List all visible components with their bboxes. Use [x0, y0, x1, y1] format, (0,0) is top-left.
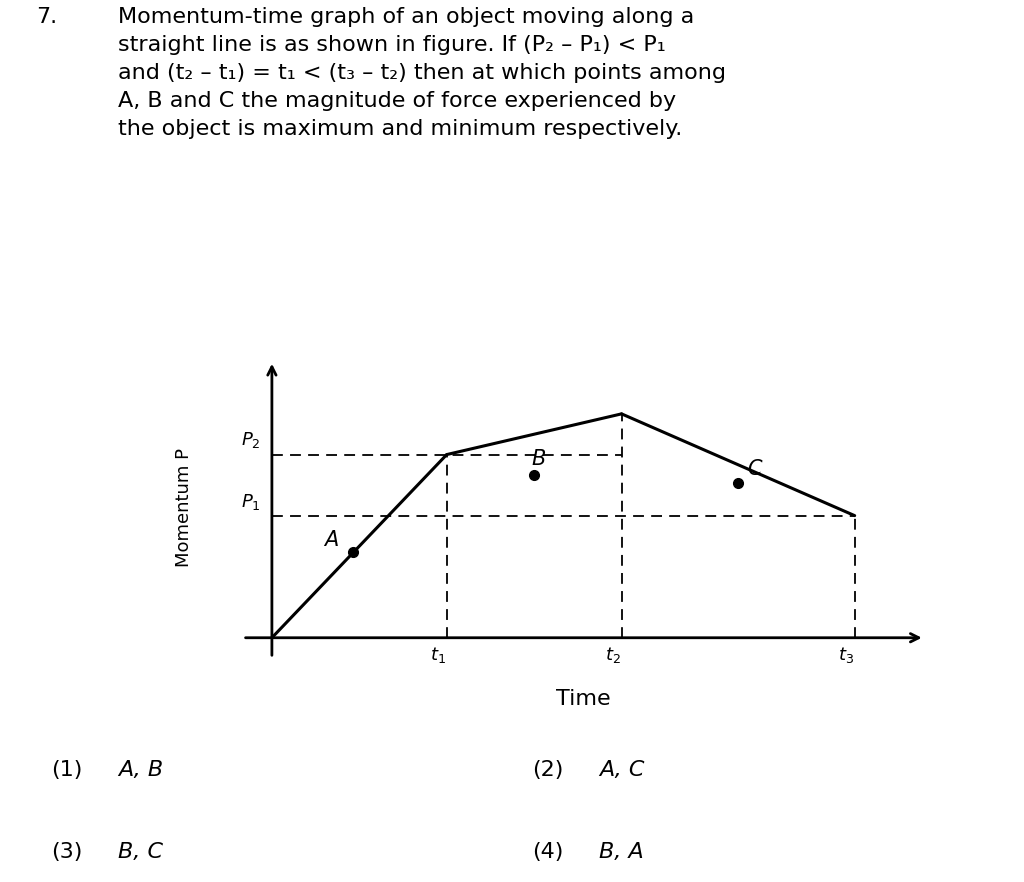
Text: $t_3$: $t_3$	[838, 645, 854, 665]
Text: (3): (3)	[51, 842, 83, 862]
Text: $P_1$: $P_1$	[241, 491, 260, 512]
Text: Momentum-time graph of an object moving along a
straight line is as shown in fig: Momentum-time graph of an object moving …	[118, 7, 726, 139]
Text: $t_2$: $t_2$	[605, 645, 621, 665]
Text: Time: Time	[556, 689, 611, 709]
Text: B: B	[531, 449, 546, 468]
Text: A, C: A, C	[599, 759, 644, 780]
Text: (2): (2)	[532, 759, 564, 780]
Text: (4): (4)	[532, 842, 564, 862]
Text: B, A: B, A	[599, 842, 644, 862]
Text: $P_2$: $P_2$	[241, 430, 260, 451]
Text: C: C	[746, 459, 762, 479]
Text: A: A	[325, 530, 339, 550]
Text: $t_1$: $t_1$	[430, 645, 446, 665]
Text: A, B: A, B	[118, 759, 163, 780]
Text: Momentum P: Momentum P	[175, 448, 194, 567]
Text: (1): (1)	[51, 759, 83, 780]
Text: B, C: B, C	[118, 842, 163, 862]
Text: 7.: 7.	[36, 7, 57, 27]
